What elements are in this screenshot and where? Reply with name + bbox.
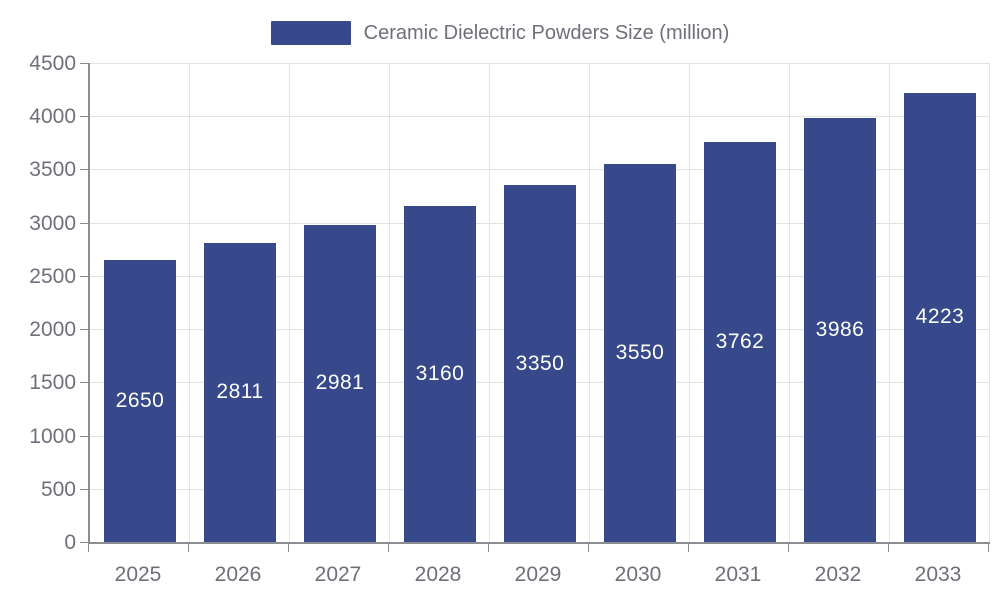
y-tick-label: 3500 xyxy=(29,158,76,182)
x-axis-tick xyxy=(488,544,489,552)
v-gridline xyxy=(689,63,690,542)
bar-value-label: 3550 xyxy=(615,341,665,365)
v-gridline xyxy=(889,63,890,542)
y-tick-label: 1000 xyxy=(29,424,76,448)
x-tick-label: 2032 xyxy=(814,563,862,586)
h-gridline xyxy=(90,169,990,171)
bar: 3986 xyxy=(804,117,876,542)
y-tick-label: 500 xyxy=(40,477,76,501)
x-axis-tick xyxy=(888,544,889,552)
x-axis-tick xyxy=(988,544,989,552)
v-gridline xyxy=(189,63,190,542)
v-gridline xyxy=(589,63,590,542)
bar: 2811 xyxy=(204,242,276,542)
y-axis-tick xyxy=(80,329,88,331)
bar: 4223 xyxy=(904,92,976,542)
x-tick-label: 2028 xyxy=(414,563,462,586)
legend-label: Ceramic Dielectric Powders Size (million… xyxy=(363,21,730,44)
x-axis-tick xyxy=(188,544,189,552)
bar-value-label: 3350 xyxy=(515,351,565,375)
y-tick-label: 3000 xyxy=(29,211,76,235)
bar: 3160 xyxy=(404,205,476,542)
bar: 2981 xyxy=(304,224,376,542)
y-tick-label: 0 xyxy=(64,531,76,554)
x-axis-tick xyxy=(288,544,289,552)
x-tick-label: 2033 xyxy=(914,563,962,586)
v-gridline xyxy=(489,63,490,542)
bar: 3762 xyxy=(704,141,776,542)
y-tick-label: 2000 xyxy=(29,318,76,342)
bar-value-label: 4223 xyxy=(915,305,965,329)
y-axis-tick xyxy=(80,488,88,490)
v-gridline xyxy=(289,63,290,542)
bar: 3550 xyxy=(604,164,676,542)
h-gridline xyxy=(90,116,990,118)
bar: 3350 xyxy=(504,185,576,542)
h-gridline xyxy=(90,63,990,64)
legend-swatch xyxy=(270,21,351,45)
x-axis-tick xyxy=(788,544,789,552)
y-tick-label: 1500 xyxy=(29,371,76,395)
y-axis-tick xyxy=(80,222,88,224)
y-axis-tick xyxy=(80,382,88,384)
v-gridline xyxy=(789,63,790,542)
y-axis-tick xyxy=(80,116,88,118)
y-tick-label: 4500 xyxy=(29,52,76,75)
y-axis-tick xyxy=(80,169,88,171)
y-tick-label: 4000 xyxy=(29,105,76,129)
bar-value-label: 2981 xyxy=(315,371,365,395)
x-tick-label: 2026 xyxy=(214,563,262,586)
bar-value-label: 2650 xyxy=(115,388,165,412)
x-axis-tick xyxy=(588,544,589,552)
y-tick-label: 2500 xyxy=(29,264,76,288)
y-axis-tick xyxy=(80,275,88,277)
x-axis-tick xyxy=(388,544,389,552)
x-tick-label: 2027 xyxy=(314,563,362,586)
x-tick-label: 2025 xyxy=(114,563,162,586)
x-axis-tick xyxy=(688,544,689,552)
v-gridline xyxy=(389,63,390,542)
y-axis-tick xyxy=(80,435,88,437)
bar-value-label: 3160 xyxy=(415,361,465,385)
x-axis-tick xyxy=(88,544,89,552)
bar-value-label: 2811 xyxy=(216,380,264,404)
x-tick-label: 2031 xyxy=(714,563,762,586)
x-tick-label: 2029 xyxy=(514,563,562,586)
plot-area: 2650 2811 2981 3160 3350 3550 3762 3986 4223 xyxy=(88,63,990,544)
x-tick-label: 2030 xyxy=(614,563,662,586)
v-gridline xyxy=(989,63,990,542)
legend-item[interactable]: Ceramic Dielectric Powders Size (million… xyxy=(0,18,1000,48)
y-axis-tick xyxy=(80,542,88,543)
bar: 2650 xyxy=(104,259,176,542)
bar-value-label: 3762 xyxy=(715,329,765,353)
y-axis-tick xyxy=(80,63,88,64)
bar-value-label: 3986 xyxy=(815,317,865,341)
